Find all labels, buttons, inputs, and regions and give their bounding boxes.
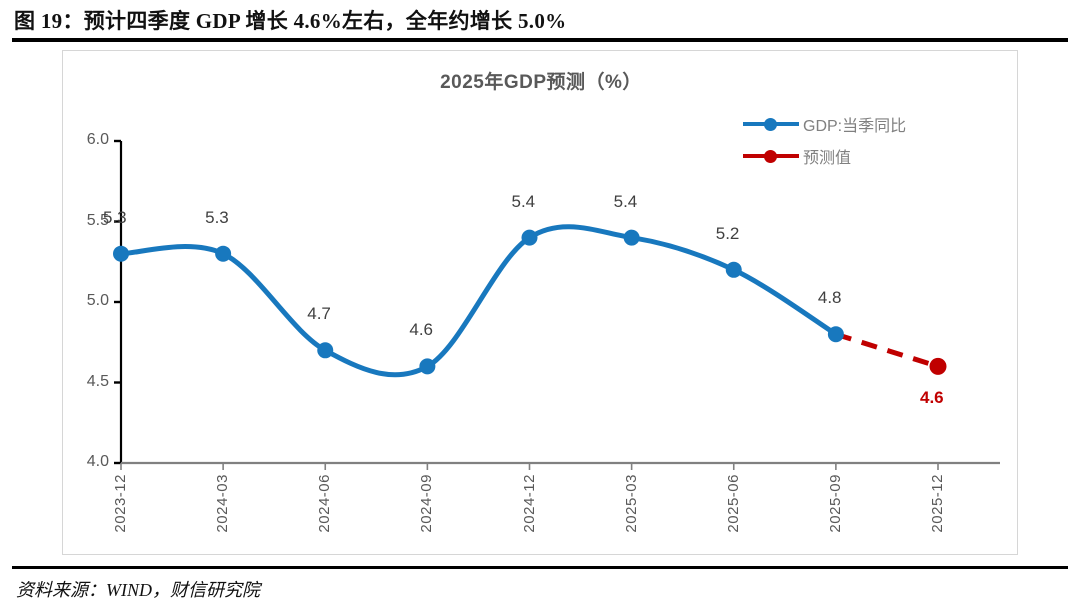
chart-legend: GDP:当季同比 预测值 xyxy=(743,108,993,172)
legend-item-forecast[interactable]: 预测值 xyxy=(743,140,993,172)
data-point-label: 4.6 xyxy=(409,320,434,340)
y-axis-tick-label: 4.5 xyxy=(86,372,109,390)
data-point-label: 5.3 xyxy=(205,207,229,227)
legend-label-actual: GDP:当季同比 xyxy=(803,118,907,135)
y-axis-tick-label: 5.5 xyxy=(86,211,109,229)
x-axis-tick-label: 2024-06 xyxy=(316,474,334,533)
legend-swatch-actual xyxy=(743,116,799,132)
x-axis-tick-label: 2024-03 xyxy=(214,474,232,533)
x-axis-tick-label: 2024-09 xyxy=(418,474,436,533)
data-point-label: 4.8 xyxy=(817,288,842,308)
x-axis-tick-label: 2025-12 xyxy=(929,474,946,533)
title-divider xyxy=(12,38,1068,42)
x-axis-tick-label: 2025-06 xyxy=(724,474,742,533)
legend-swatch-forecast xyxy=(743,148,799,164)
data-point-label: 5.2 xyxy=(715,223,740,243)
figure-title-bar: 图 19：预计四季度 GDP 增长 4.6%左右，全年约增长 5.0% xyxy=(0,0,1080,40)
x-axis-tick-label: 2025-03 xyxy=(622,474,640,533)
source-note: 资料来源：WIND，财信研究院 xyxy=(16,580,260,600)
data-point-label: 4.7 xyxy=(307,304,331,324)
legend-label-forecast: 预测值 xyxy=(803,150,852,167)
x-axis-tick-label: 2025-09 xyxy=(826,474,844,533)
y-axis-tick-label: 4.0 xyxy=(86,453,109,470)
data-point-label: 5.4 xyxy=(511,191,536,211)
y-axis-tick-label: 6.0 xyxy=(86,131,109,148)
x-axis-tick-label: 2024-12 xyxy=(520,474,538,533)
chart-container: 2025年GDP预测（%） GDP:当季同比 预测值 xyxy=(62,50,1018,555)
data-point-label: 5.4 xyxy=(613,191,638,211)
chart-title: 2025年GDP预测（%） xyxy=(440,72,642,93)
x-axis-tick-label: 2023-12 xyxy=(112,474,129,533)
forecast-value-label: 4.6 xyxy=(920,388,944,408)
legend-item-actual[interactable]: GDP:当季同比 xyxy=(743,108,993,140)
y-axis-tick-label: 5.0 xyxy=(86,292,109,309)
footer-divider xyxy=(12,566,1068,569)
data-point-label: 5.3 xyxy=(103,207,127,227)
figure-title: 图 19：预计四季度 GDP 增长 4.6%左右，全年约增长 5.0% xyxy=(14,9,567,33)
